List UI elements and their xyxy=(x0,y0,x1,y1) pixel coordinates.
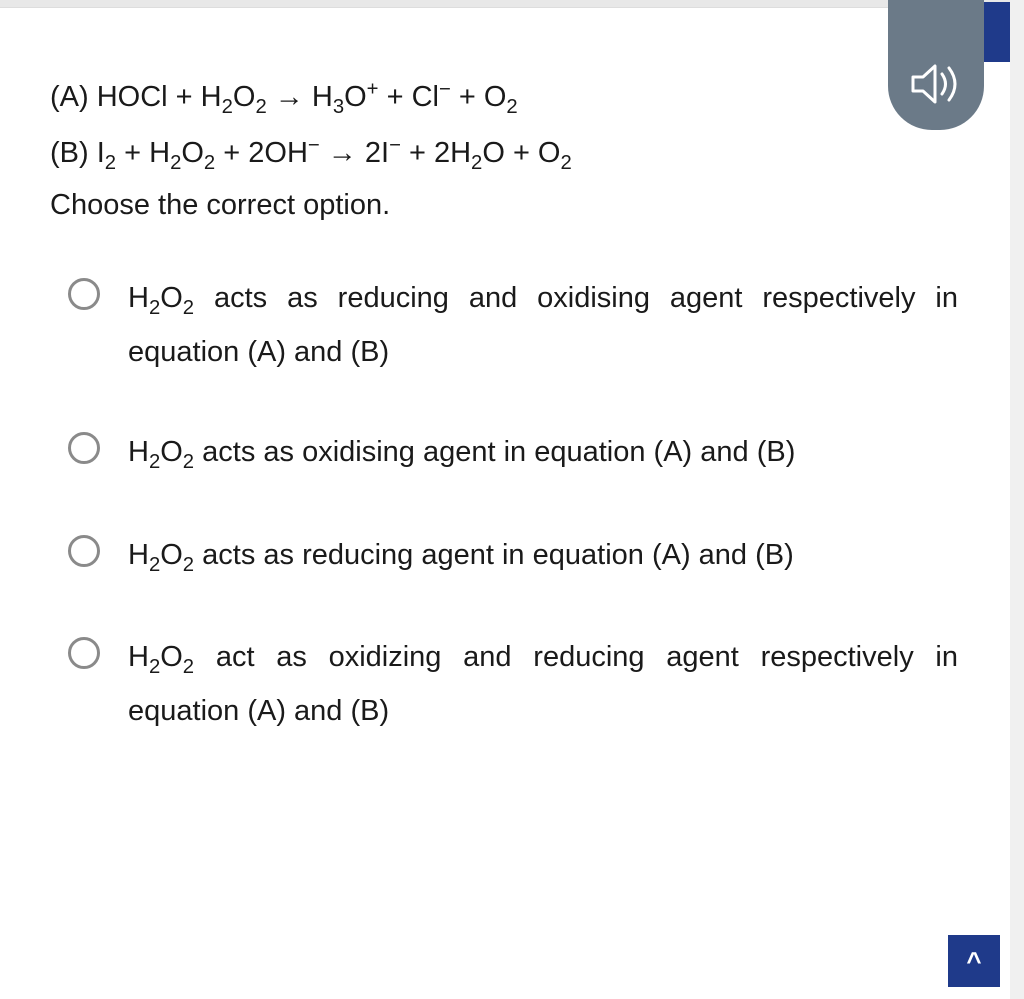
option-text: H2O2 act as oxidizing and reducing agent… xyxy=(128,631,958,738)
speaker-icon xyxy=(909,62,963,106)
radio-button[interactable] xyxy=(68,535,100,567)
option-row[interactable]: H2O2 acts as reducing and oxidising agen… xyxy=(68,272,984,379)
equation-b-body: I2 + H2O2 + 2OH− → 2I− + 2H2O + O2 xyxy=(97,137,572,169)
audio-tab[interactable] xyxy=(888,0,984,130)
blue-side-tab xyxy=(984,2,1010,62)
equation-a: (A) HOCl + H2O2 → H3O+ + Cl− + O2 xyxy=(50,70,984,126)
radio-button[interactable] xyxy=(68,637,100,669)
equation-a-label: (A) xyxy=(50,81,89,113)
scroll-up-button[interactable]: ^ xyxy=(948,935,1000,987)
equation-b-label: (B) xyxy=(50,137,89,169)
option-text: H2O2 acts as oxidising agent in equation… xyxy=(128,426,795,480)
prompt-text: Choose the correct option. xyxy=(50,189,984,222)
option-list: H2O2 acts as reducing and oxidising agen… xyxy=(50,272,984,738)
scrollbar-track[interactable] xyxy=(1010,0,1024,999)
question-content: (A) HOCl + H2O2 → H3O+ + Cl− + O2 (B) I2… xyxy=(0,0,1024,777)
top-bar xyxy=(0,0,1024,8)
option-text: H2O2 acts as reducing and oxidising agen… xyxy=(128,272,958,379)
option-row[interactable]: H2O2 act as oxidizing and reducing agent… xyxy=(68,631,984,738)
option-text: H2O2 acts as reducing agent in equation … xyxy=(128,529,794,583)
radio-button[interactable] xyxy=(68,278,100,310)
option-row[interactable]: H2O2 acts as oxidising agent in equation… xyxy=(68,426,984,480)
option-row[interactable]: H2O2 acts as reducing agent in equation … xyxy=(68,529,984,583)
equation-b: (B) I2 + H2O2 + 2OH− → 2I− + 2H2O + O2 xyxy=(50,126,984,182)
radio-button[interactable] xyxy=(68,432,100,464)
equation-a-body: HOCl + H2O2 → H3O+ + Cl− + O2 xyxy=(97,81,518,113)
caret-up-icon: ^ xyxy=(966,946,981,977)
